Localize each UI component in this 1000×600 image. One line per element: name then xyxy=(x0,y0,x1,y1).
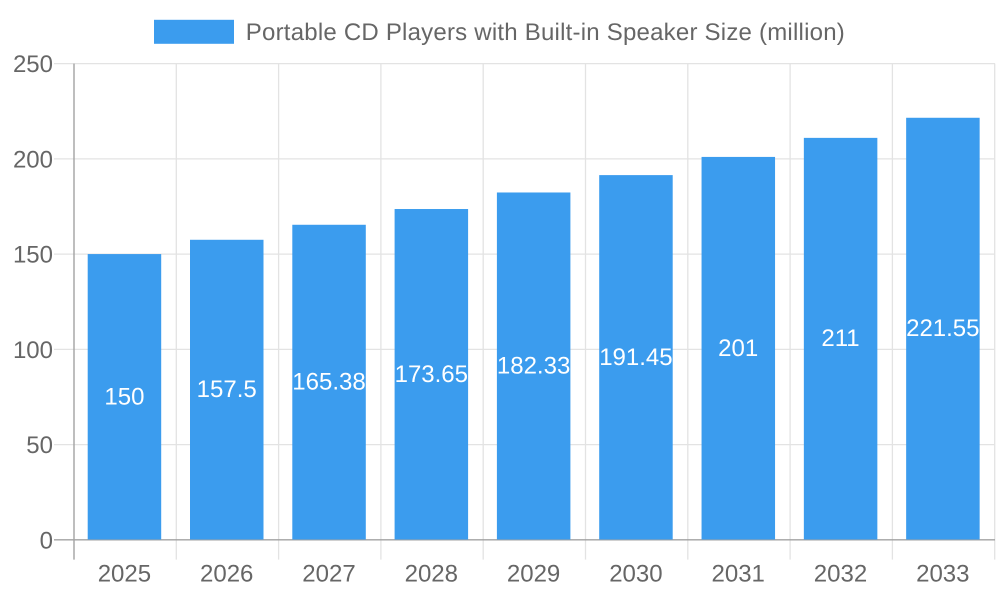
svg-text:191.45: 191.45 xyxy=(599,344,672,371)
svg-text:165.38: 165.38 xyxy=(292,369,365,396)
svg-text:2025: 2025 xyxy=(98,560,151,587)
svg-text:211: 211 xyxy=(821,325,859,352)
svg-text:Portable CD Players with Built: Portable CD Players with Built-in Speake… xyxy=(246,19,845,46)
svg-text:157.5: 157.5 xyxy=(197,376,257,403)
svg-text:200: 200 xyxy=(13,147,53,174)
svg-text:150: 150 xyxy=(104,383,144,410)
svg-text:2031: 2031 xyxy=(712,560,765,587)
svg-text:2033: 2033 xyxy=(916,560,969,587)
svg-text:173.65: 173.65 xyxy=(395,361,468,388)
svg-text:250: 250 xyxy=(13,51,53,78)
svg-text:2032: 2032 xyxy=(814,560,867,587)
svg-text:100: 100 xyxy=(13,337,53,364)
svg-text:2026: 2026 xyxy=(200,560,253,587)
svg-text:2027: 2027 xyxy=(302,560,355,587)
svg-text:221.55: 221.55 xyxy=(906,315,979,342)
svg-text:0: 0 xyxy=(40,527,53,554)
svg-text:2028: 2028 xyxy=(405,560,458,587)
svg-text:182.33: 182.33 xyxy=(497,353,570,380)
svg-text:201: 201 xyxy=(718,335,758,362)
svg-text:2029: 2029 xyxy=(507,560,560,587)
svg-text:150: 150 xyxy=(13,242,53,269)
svg-text:2030: 2030 xyxy=(609,560,662,587)
svg-text:50: 50 xyxy=(26,432,53,459)
